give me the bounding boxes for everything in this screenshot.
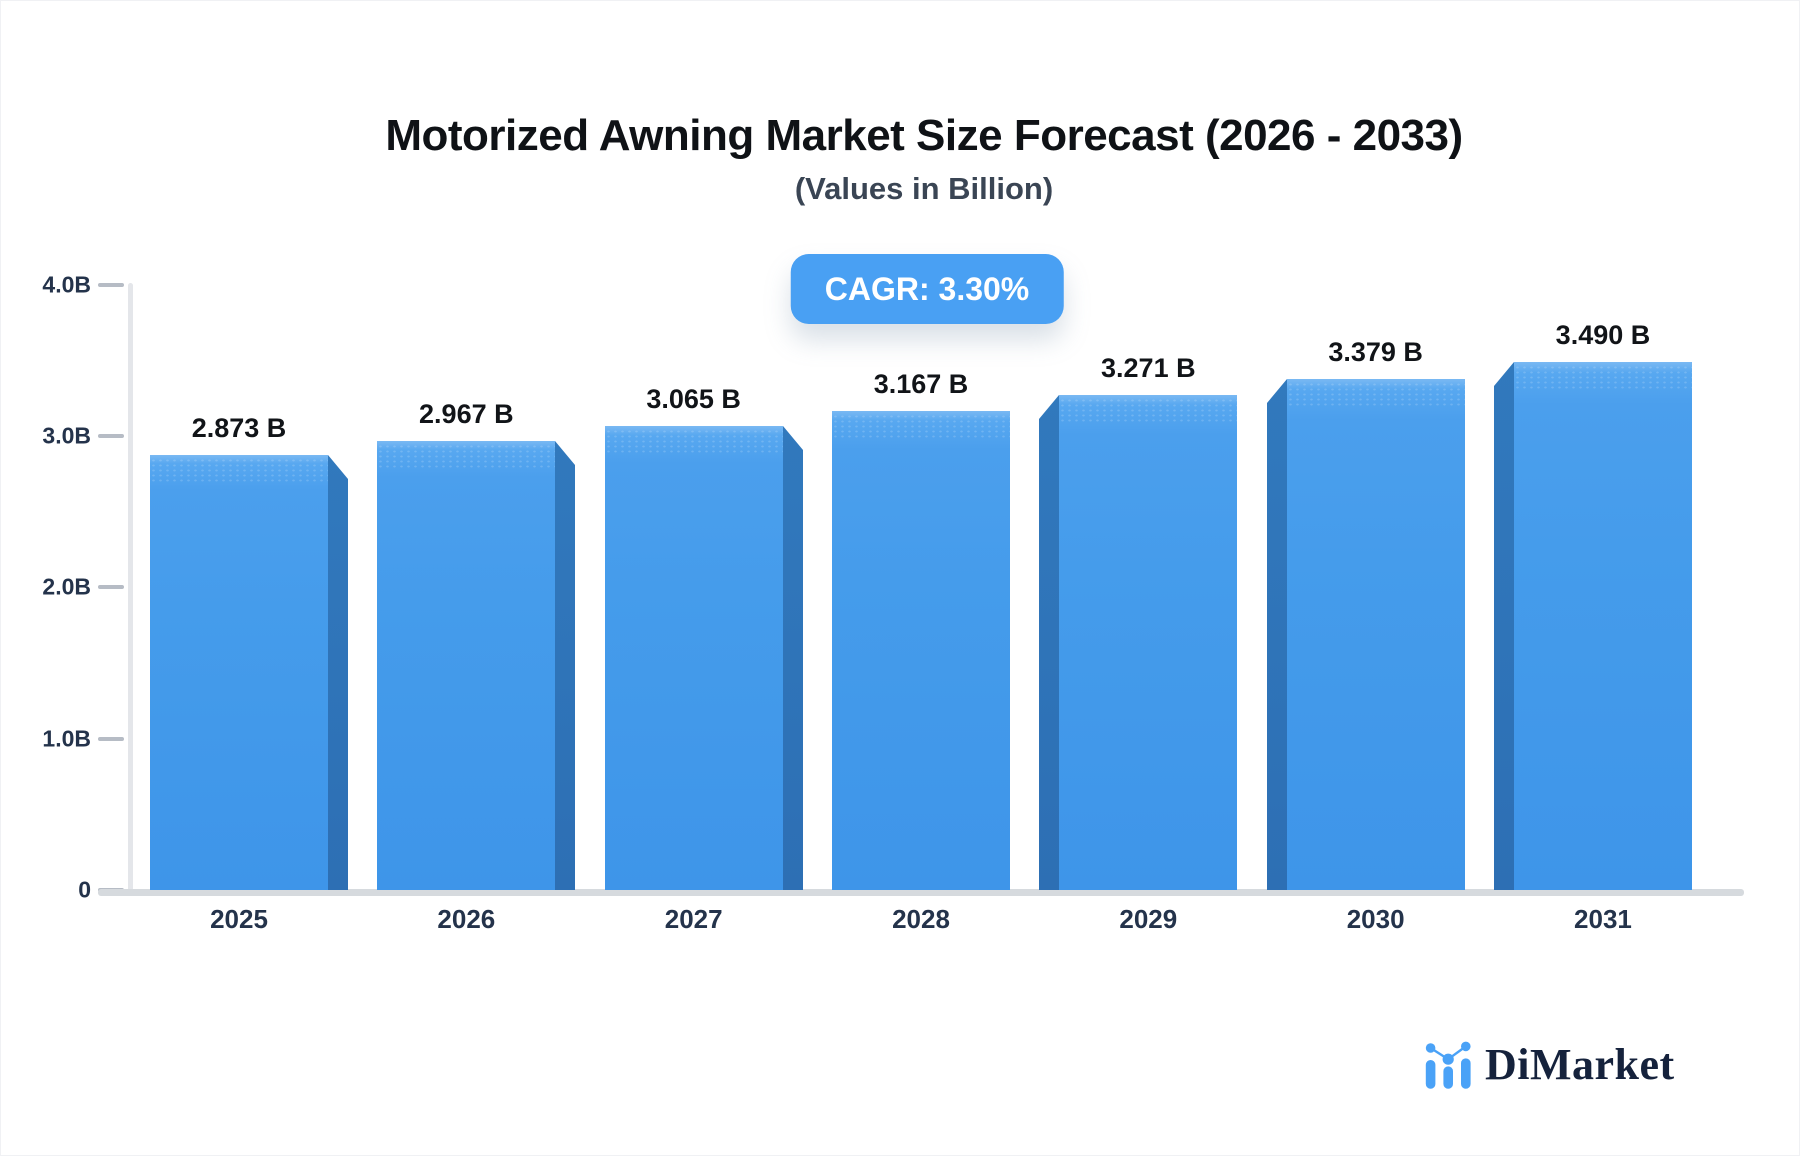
- cagr-badge: CAGR: 3.30%: [790, 254, 1064, 324]
- bar-value-label-2026: 2.967 B: [419, 399, 514, 429]
- brand-logo: DiMarket: [1425, 1037, 1675, 1091]
- bar-2025: [150, 455, 328, 890]
- bar-value-label-2031: 3.490 B: [1555, 320, 1651, 350]
- bar-value-label-2025: 2.873 B: [191, 413, 287, 443]
- bar-line-chart-icon: [1425, 1037, 1473, 1091]
- bar-2030: [1287, 379, 1465, 890]
- logo-text: DiMarket: [1485, 1039, 1675, 1089]
- bar-3d-side-2031: [1494, 362, 1514, 890]
- bar-value-label-2029: 3.271 B: [1101, 353, 1196, 383]
- bar-2028: [832, 411, 1010, 890]
- x-axis-label-2030: 2030: [1346, 904, 1405, 934]
- x-axis-label-2031: 2031: [1574, 904, 1632, 934]
- y-tick-mark: [98, 736, 124, 741]
- bar-3d-side-2027: [783, 426, 803, 890]
- bar-value-label-2027: 3.065 B: [646, 384, 741, 414]
- bar-3d-side-2026: [555, 441, 575, 890]
- bar-3d-side-2030: [1267, 379, 1287, 890]
- x-axis-label-2027: 2027: [664, 904, 723, 934]
- x-axis-baseline: [98, 889, 1744, 896]
- y-tick-label-4.0B: 4.0B: [42, 271, 91, 298]
- bar-2026: [377, 441, 555, 890]
- y-tick-mark: [98, 434, 124, 439]
- bar-3d-side-2029: [1039, 395, 1059, 890]
- bar-2029: [1059, 395, 1237, 890]
- x-axis-label-2029: 2029: [1119, 904, 1178, 934]
- chart-subtitle: (Values in Billion): [794, 171, 1054, 206]
- y-tick-label-0: 0: [78, 876, 91, 903]
- y-tick-label-3.0B: 3.0B: [42, 422, 91, 449]
- x-axis-label-2026: 2026: [437, 904, 496, 934]
- x-axis-label-2025: 2025: [210, 904, 268, 934]
- bar-value-label-2028: 3.167 B: [873, 369, 969, 399]
- y-tick-mark: [98, 282, 124, 287]
- bar-value-label-2030: 3.379 B: [1328, 337, 1423, 367]
- y-tick-label-1.0B: 1.0B: [42, 725, 91, 752]
- y-axis-line: [128, 283, 133, 892]
- y-tick-label-2.0B: 2.0B: [42, 573, 91, 600]
- chart-title: Motorized Awning Market Size Forecast (2…: [385, 111, 1463, 160]
- y-tick-mark: [98, 585, 124, 590]
- cagr-badge-label: CAGR: 3.30%: [824, 270, 1030, 307]
- x-axis-label-2028: 2028: [892, 904, 950, 934]
- bar-2027: [605, 426, 783, 890]
- bar-3d-side-2025: [328, 455, 348, 890]
- bar-2031: [1514, 362, 1692, 890]
